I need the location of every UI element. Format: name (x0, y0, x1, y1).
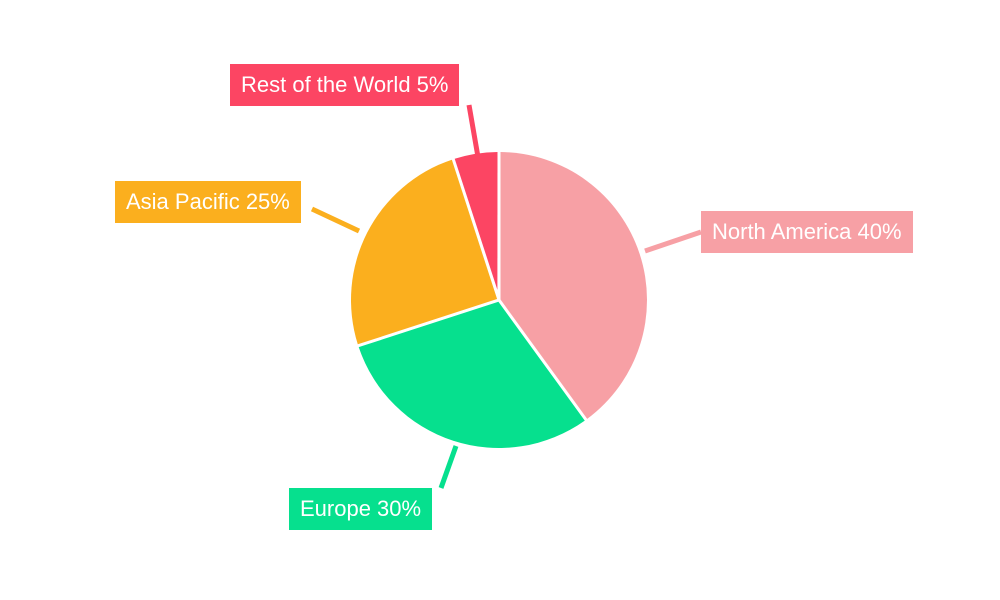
pie-label-rest-of-world[interactable]: Rest of the World 5% (230, 64, 460, 106)
pie-slice-rest-of-world[interactable] (454, 152, 498, 290)
pie-label-rest-of-world-text: Rest of the World 5% (241, 72, 449, 97)
pie-label-europe-text: Europe 30% (300, 496, 422, 521)
pie-slice-asia-pacific[interactable] (350, 159, 498, 345)
leader-lines-group (310, 104, 702, 489)
leader-line-asia-pacific (310, 206, 361, 234)
pie-label-north-america-text: North America 40% (712, 219, 902, 244)
leader-line-rest-of-world (466, 104, 481, 158)
pie-label-north-america[interactable]: North America 40% (701, 211, 913, 253)
pie-slice-europe[interactable] (358, 301, 585, 449)
pie-slice-north-america[interactable] (500, 152, 648, 419)
leader-line-europe (438, 445, 459, 489)
pie-label-europe[interactable]: Europe 30% (289, 488, 433, 530)
pie-label-asia-pacific-text: Asia Pacific 25% (126, 189, 290, 214)
pie-slices-group (350, 152, 648, 449)
pie-label-asia-pacific[interactable]: Asia Pacific 25% (115, 181, 301, 223)
leader-line-north-america (644, 229, 702, 254)
